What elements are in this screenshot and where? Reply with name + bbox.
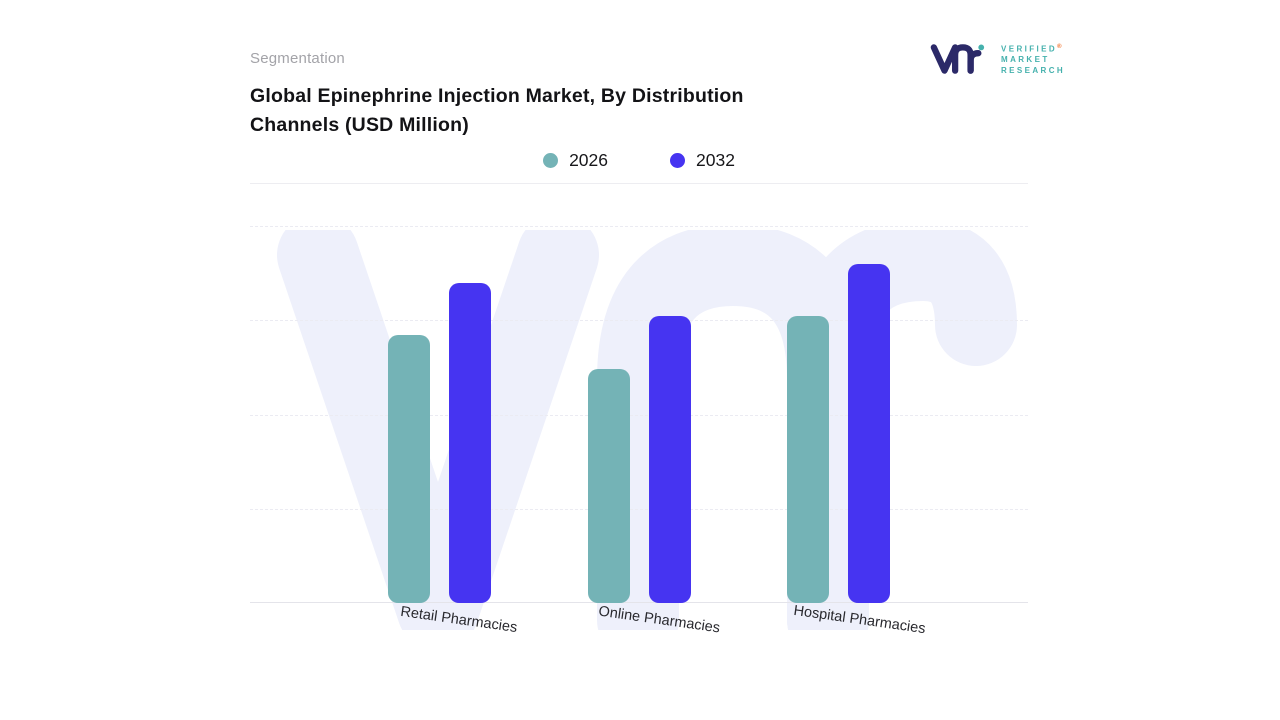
registered-mark: ® (1057, 43, 1062, 50)
bar-group-retail-pharmacies (388, 226, 491, 603)
bar-chart-plot (250, 226, 1028, 630)
legend-label-2026: 2026 (569, 150, 608, 170)
legend-item-2026: 2026 (543, 150, 608, 171)
x-axis-label-hospital-pharmacies: Hospital Pharmacies (792, 602, 926, 638)
x-axis-line (250, 602, 1028, 603)
logo-line-research: RESEARCH (1001, 66, 1066, 76)
x-axis-label-cell: Retail Pharmacies (388, 604, 519, 636)
header-divider (250, 183, 1028, 184)
x-axis-label-cell: Online Pharmacies (588, 604, 721, 637)
section-eyebrow: Segmentation (250, 50, 345, 67)
gridline (250, 414, 1028, 416)
bar-2026-online-pharmacies (587, 369, 630, 603)
logo-line-market: MARKET (1001, 55, 1050, 65)
legend-label-2032: 2032 (696, 150, 735, 170)
gridline (250, 508, 1028, 510)
x-axis-label-online-pharmacies: Online Pharmacies (597, 603, 721, 637)
x-axis-labels: Retail Pharmacies Online Pharmacies Hospit… (250, 603, 1028, 637)
x-axis-label-retail-pharmacies: Retail Pharmacies (399, 603, 519, 637)
x-axis-label-cell: Hospital Pharmacies (788, 603, 926, 637)
vmr-logo: VERIFIED® MARKET RESEARCH (930, 40, 1065, 78)
vmr-logo-text: VERIFIED® MARKET RESEARCH (1001, 43, 1065, 76)
logo-line-verified: VERIFIED® (1001, 43, 1062, 54)
gridline (250, 320, 1028, 322)
chart-legend: 2026 2032 (250, 150, 1028, 171)
bar-2026-hospital-pharmacies (787, 316, 829, 603)
bar-group-online-pharmacies (587, 226, 691, 603)
bar-2032-online-pharmacies (648, 316, 691, 603)
legend-dot-2026 (543, 153, 559, 168)
chart-title: Global Epinephrine Injection Market, By … (250, 85, 744, 136)
bar-2026-retail-pharmacies (388, 335, 430, 603)
legend-item-2032: 2032 (670, 150, 735, 171)
bar-group-hospital-pharmacies (787, 226, 890, 603)
gridline (250, 226, 1028, 227)
bar-groups (250, 226, 1028, 603)
vmr-monogram-icon (930, 44, 985, 74)
bar-2032-retail-pharmacies (449, 282, 491, 603)
bar-2032-hospital-pharmacies (848, 263, 890, 603)
legend-dot-2032 (670, 153, 685, 168)
